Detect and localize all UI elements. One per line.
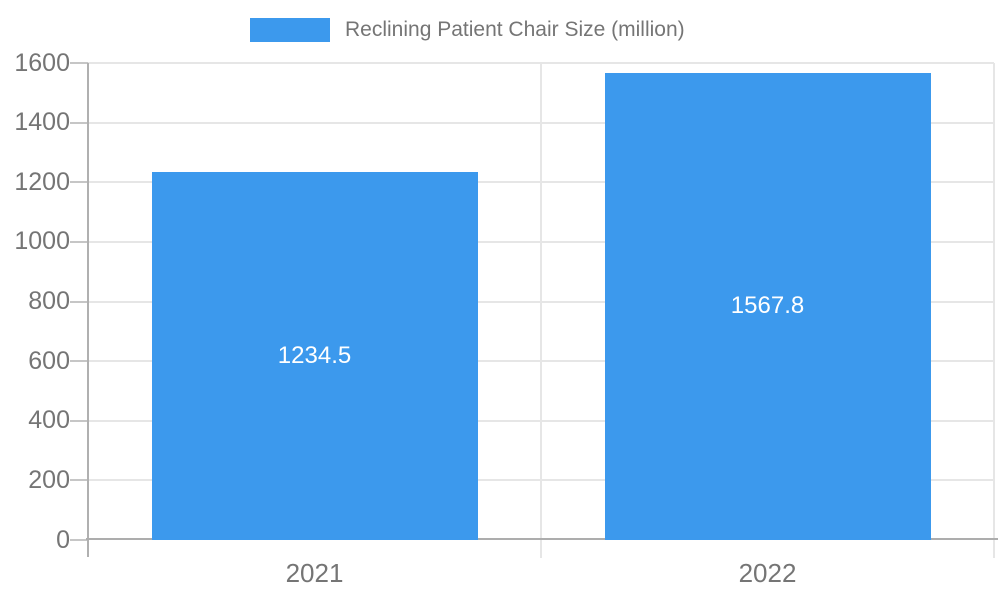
x-axis-tick-label: 2022 [738,558,797,588]
y-axis-tick [70,240,88,243]
plot-right-border [993,63,995,558]
y-axis-tick [70,121,88,124]
legend[interactable]: Reclining Patient Chair Size (million) [250,18,685,42]
band-separator-gridline [540,63,542,558]
x-axis-line [86,538,998,540]
y-axis-tick-label: 200 [28,465,70,494]
y-axis-tick [70,479,88,482]
legend-label: Reclining Patient Chair Size (million) [345,18,685,41]
y-axis-tick-label: 0 [56,525,70,554]
bar[interactable]: 1567.8 [604,72,931,540]
y-axis-tick [70,300,88,303]
y-axis-tick [70,539,88,541]
y-axis-tick-label: 1200 [14,167,70,196]
y-axis-line [87,63,89,557]
plot-area: 0 200 400 600 800 1000 1200 1400 1600 1234.5 2021 1… [14,50,998,586]
bar-value-label: 1567.8 [730,292,805,320]
y-axis-tick-label: 1400 [14,108,70,137]
y-axis-tick [70,181,88,184]
bar-value-label: 1234.5 [277,341,352,369]
y-axis-tick-label: 1600 [14,48,70,77]
bar[interactable]: 1234.5 [151,171,478,540]
y-axis-tick-label: 800 [28,287,70,315]
legend-swatch [250,18,330,42]
y-axis-tick-label: 600 [28,346,70,375]
y-axis-tick [70,360,88,363]
y-axis-tick [70,62,88,64]
y-axis-tick-label: 400 [28,406,70,435]
y-axis-tick-label: 1000 [14,227,70,256]
y-axis-tick [70,419,88,422]
x-axis-tick-label: 2021 [285,558,344,588]
